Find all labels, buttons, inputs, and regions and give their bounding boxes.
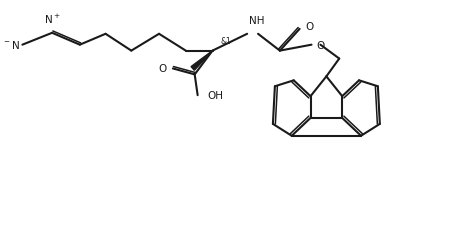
Text: O: O	[305, 22, 313, 32]
Polygon shape	[191, 51, 212, 70]
Text: N$\mathsf{{}^+}$: N$\mathsf{{}^+}$	[44, 13, 60, 26]
Text: OH: OH	[207, 91, 223, 101]
Text: O: O	[316, 41, 324, 51]
Text: NH: NH	[249, 16, 264, 26]
Text: &1: &1	[220, 37, 231, 46]
Text: O: O	[158, 64, 167, 74]
Text: $\mathsf{{}^-}$N: $\mathsf{{}^-}$N	[2, 39, 20, 51]
